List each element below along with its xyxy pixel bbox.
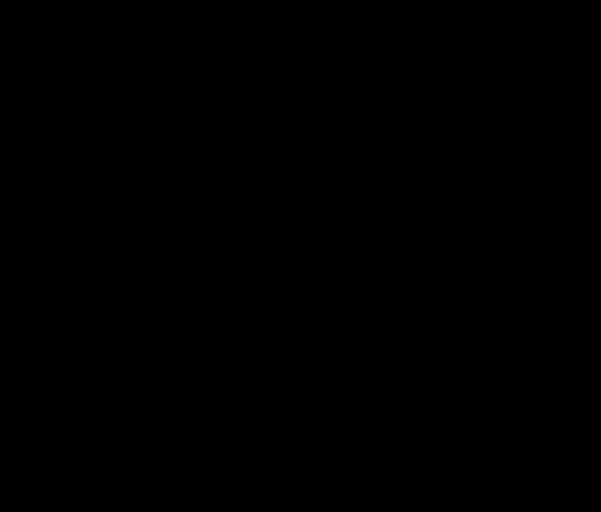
Text: Arrows show the wind wave direction: Arrows show the wind wave direction: [171, 42, 430, 56]
Text: Secondary Swell energy on Saturday 22 Mar at 5:30pm IST: Secondary Swell energy on Saturday 22 Ma…: [12, 12, 589, 31]
